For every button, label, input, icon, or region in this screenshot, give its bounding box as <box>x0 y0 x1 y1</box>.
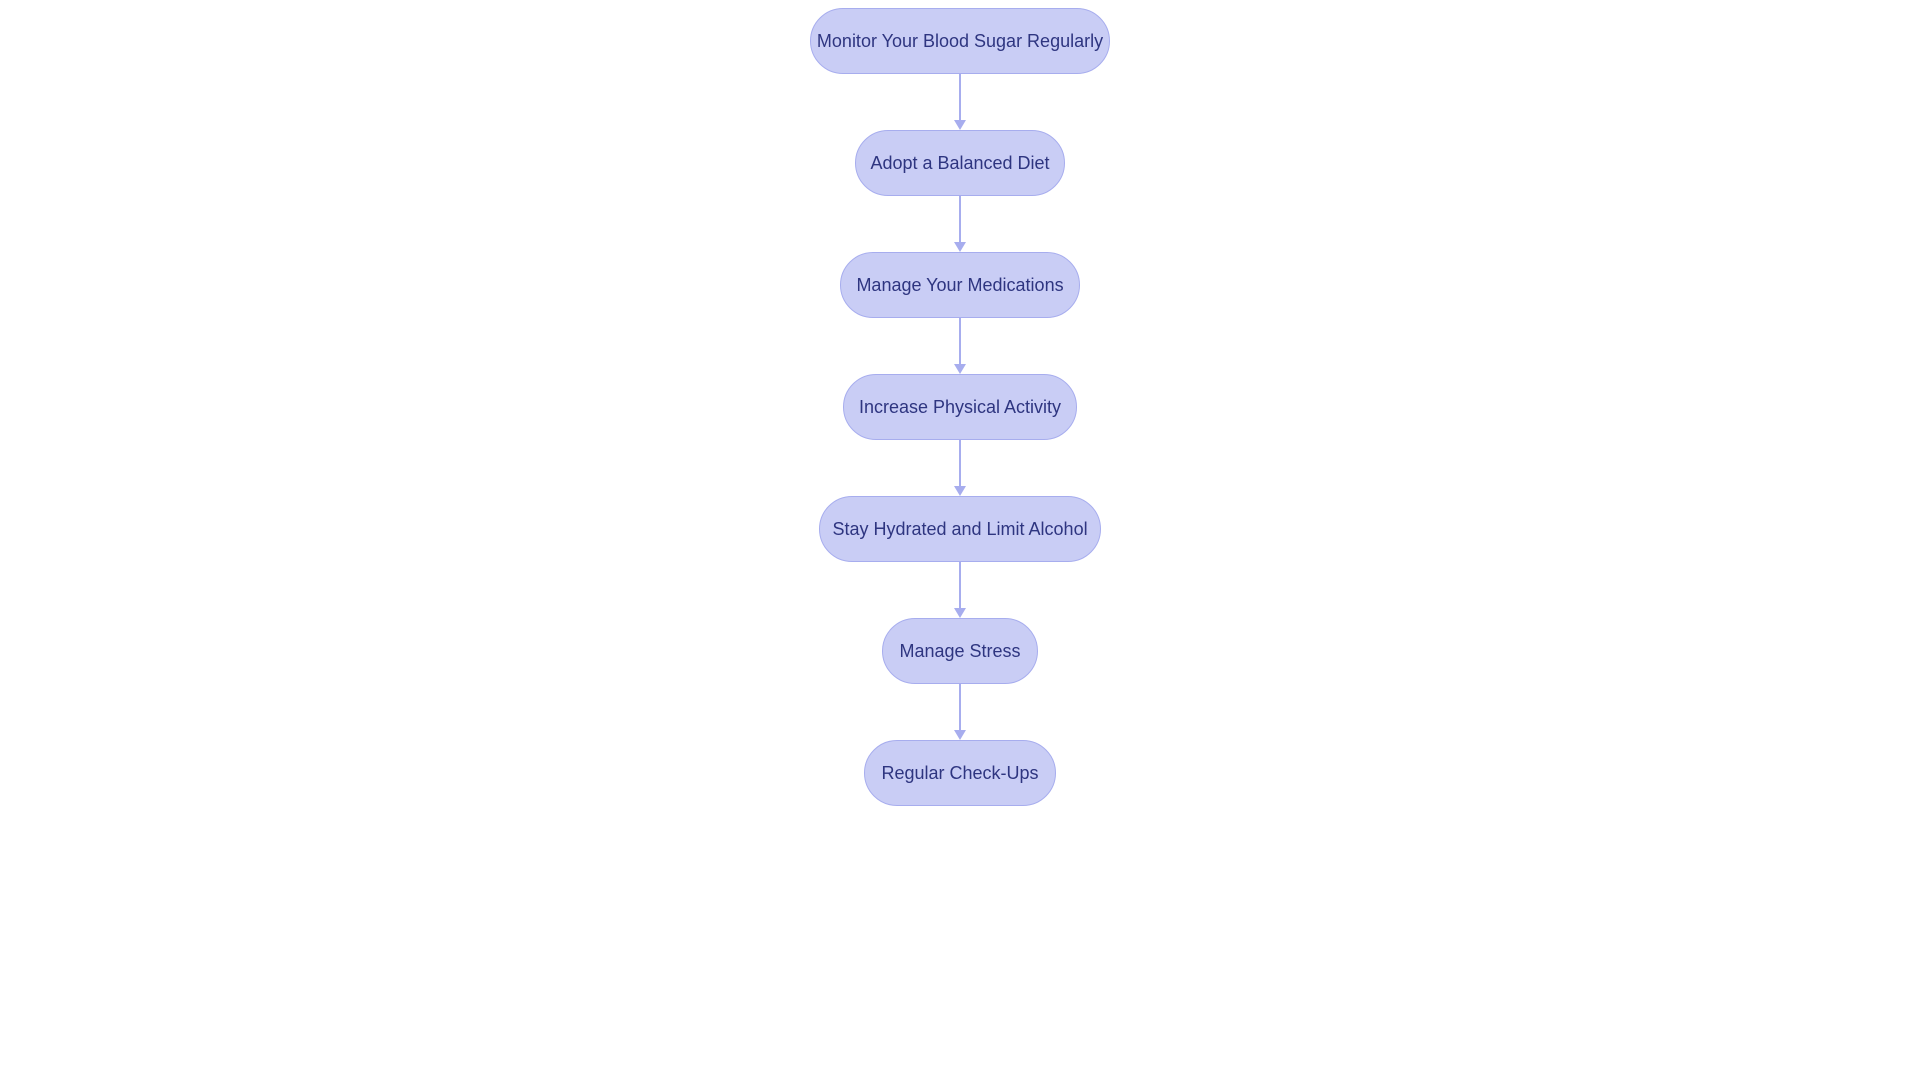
connector-line <box>959 684 961 730</box>
node-label: Stay Hydrated and Limit Alcohol <box>832 519 1087 540</box>
flowchart-connector <box>954 684 966 740</box>
connector-arrowhead <box>954 364 966 374</box>
flowchart-connector <box>954 196 966 252</box>
connector-line <box>959 196 961 242</box>
flowchart-connector <box>954 74 966 130</box>
flowchart-connector <box>954 562 966 618</box>
flowchart-node: Regular Check-Ups <box>864 740 1056 806</box>
flowchart-node: Manage Stress <box>882 618 1038 684</box>
connector-line <box>959 440 961 486</box>
node-label: Monitor Your Blood Sugar Regularly <box>817 31 1103 52</box>
connector-arrowhead <box>954 486 966 496</box>
connector-arrowhead <box>954 120 966 130</box>
node-label: Increase Physical Activity <box>859 397 1061 418</box>
connector-arrowhead <box>954 242 966 252</box>
flowchart-connector <box>954 440 966 496</box>
node-label: Regular Check-Ups <box>881 763 1038 784</box>
flowchart-node: Stay Hydrated and Limit Alcohol <box>819 496 1101 562</box>
connector-arrowhead <box>954 608 966 618</box>
connector-line <box>959 74 961 120</box>
flowchart-connector <box>954 318 966 374</box>
node-label: Manage Stress <box>899 641 1020 662</box>
connector-arrowhead <box>954 730 966 740</box>
node-label: Manage Your Medications <box>856 275 1063 296</box>
connector-line <box>959 318 961 364</box>
flowchart-container: Monitor Your Blood Sugar Regularly Adopt … <box>810 8 1110 806</box>
flowchart-node: Increase Physical Activity <box>843 374 1077 440</box>
flowchart-node: Monitor Your Blood Sugar Regularly <box>810 8 1110 74</box>
node-label: Adopt a Balanced Diet <box>870 153 1049 174</box>
connector-line <box>959 562 961 608</box>
flowchart-node: Manage Your Medications <box>840 252 1080 318</box>
flowchart-node: Adopt a Balanced Diet <box>855 130 1065 196</box>
